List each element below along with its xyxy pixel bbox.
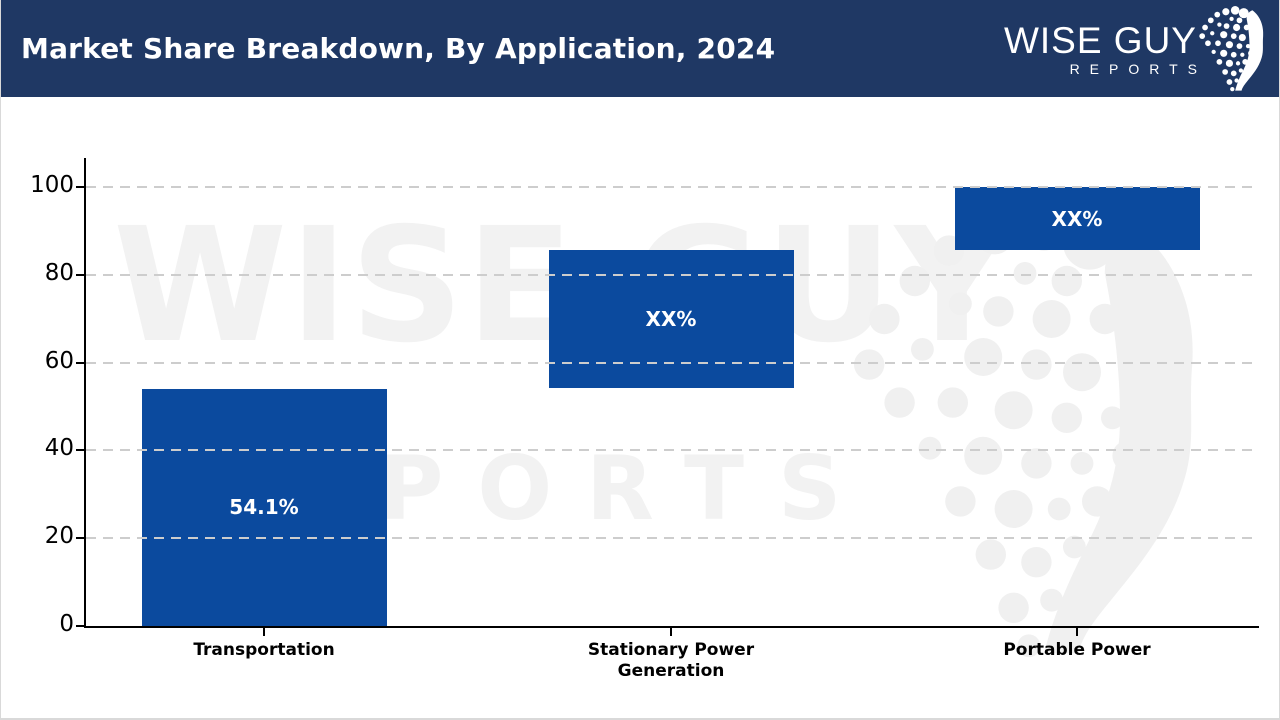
x-category-label: Portable Power [1003,640,1151,660]
y-tick-mark [76,186,84,188]
gridline-y100 [86,186,1259,188]
gridline-y60 [86,361,1259,364]
bar-value-label: 54.1% [229,495,299,520]
bar-transportation: 54.1% [141,388,387,626]
x-axis-spine [84,626,1259,628]
logo-wordmark: WISE GUY REPORTS [1004,22,1197,76]
bar-stationary-power-generation: XX% [548,250,794,389]
y-tick-mark [76,625,84,627]
y-tick-label: 100 [30,172,74,198]
wiseguy-logo: WISE GUY REPORTS [1004,5,1265,92]
header-bar: Market Share Breakdown, By Application, … [1,0,1279,97]
y-tick-mark [76,273,84,276]
bar-value-label: XX% [1051,206,1103,231]
logo-wordmark-line2: REPORTS [1069,60,1207,77]
y-tick-mark [76,361,84,364]
gridline-y80 [86,273,1259,276]
chart-area: WISE GUY REPORTS 54.1% XX% XX% 0 20 40 60 80 100… [1,97,1279,718]
y-tick-label: 40 [44,435,74,462]
y-tick-label: 80 [44,259,74,286]
x-tick-mark [263,628,265,636]
y-tick-label: 0 [59,611,74,637]
bar-portable-power: XX% [954,187,1200,251]
y-axis-spine [84,158,86,628]
x-category-label: Transportation [193,640,335,660]
gridline-y20 [86,537,1259,540]
dotted-face-profile-icon [1199,5,1264,91]
x-tick-mark [670,628,672,636]
y-tick-mark [76,537,84,540]
logo-wordmark-line1: WISE GUY [1003,19,1197,61]
bar-value-label: XX% [645,307,697,332]
y-tick-label: 20 [44,523,74,550]
y-tick-label: 60 [44,347,74,374]
x-category-label: Stationary Power Generation [587,640,755,682]
page-title: Market Share Breakdown, By Application, … [21,32,776,65]
gridline-y40 [86,449,1259,452]
y-tick-mark [76,449,84,452]
x-tick-mark [1076,628,1078,636]
